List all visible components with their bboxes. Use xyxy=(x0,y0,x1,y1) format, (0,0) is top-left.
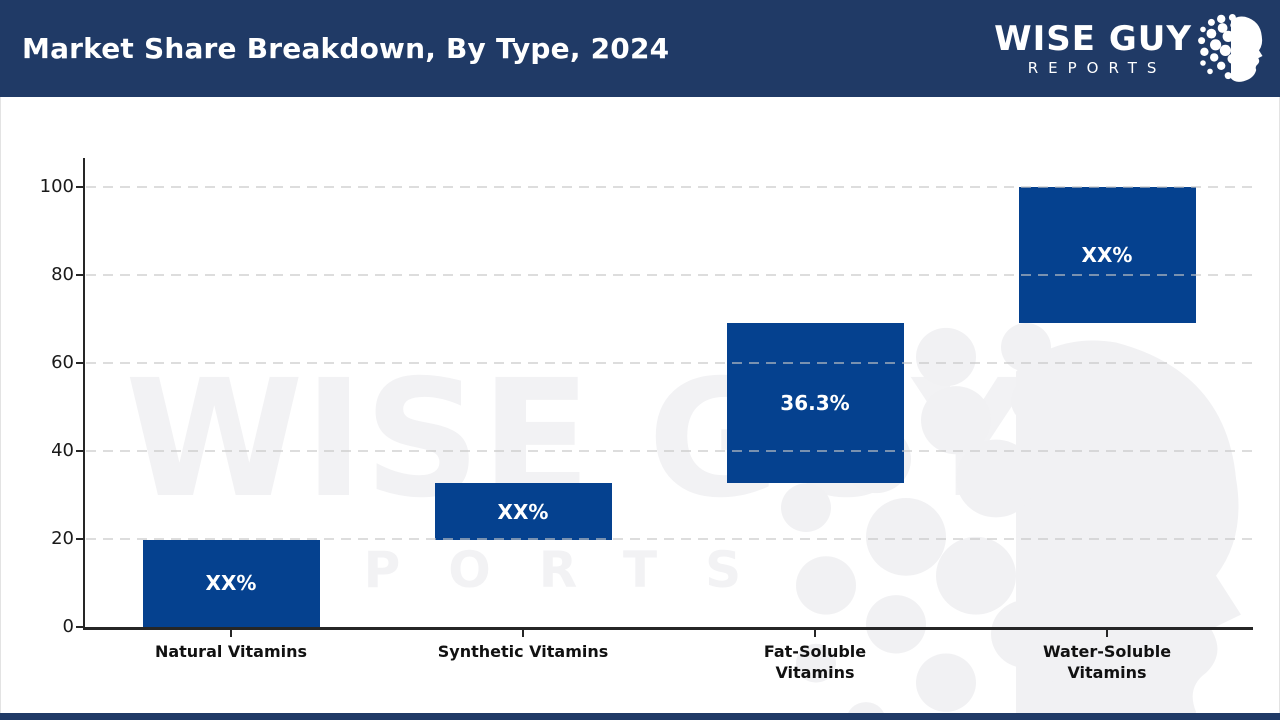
gridline xyxy=(86,274,1252,276)
logo-name: WISE GUY xyxy=(994,18,1192,59)
y-tick-label: 40 xyxy=(51,440,74,461)
bar xyxy=(142,539,320,627)
y-tick-mark xyxy=(76,538,84,540)
gridline xyxy=(86,538,1252,540)
x-category-label: Fat-Soluble Vitamins xyxy=(763,642,867,682)
x-category-label: Synthetic Vitamins xyxy=(437,642,609,661)
bar-value-label: XX% xyxy=(497,499,549,524)
footer-bar xyxy=(0,713,1280,720)
y-tick-mark xyxy=(76,186,84,188)
y-tick-mark xyxy=(76,274,84,276)
logo-face-icon xyxy=(1198,13,1263,82)
gridline xyxy=(86,186,1252,188)
header-bar: Market Share Breakdown, By Type, 2024 WI… xyxy=(0,0,1280,97)
brand-logo: WISE GUY REPORTS xyxy=(994,10,1280,88)
bar xyxy=(1018,187,1196,324)
y-tick-mark xyxy=(76,450,84,452)
bar xyxy=(726,323,904,484)
x-tick-mark xyxy=(230,629,232,637)
bar xyxy=(434,483,612,540)
bar-value-label: XX% xyxy=(205,571,257,596)
x-tick-mark xyxy=(1106,629,1108,637)
logo-wordmark: WISE GUY REPORTS xyxy=(994,22,1192,76)
y-tick-label: 0 xyxy=(62,616,74,637)
x-tick-mark xyxy=(814,629,816,637)
y-tick-label: 20 xyxy=(51,528,74,549)
x-category-label: Water-Soluble Vitamins xyxy=(1042,642,1172,682)
y-axis-line xyxy=(83,158,85,630)
y-tick-label: 80 xyxy=(51,264,74,285)
x-axis-line xyxy=(83,627,1253,630)
left-border xyxy=(0,97,1,713)
logo-tagline: REPORTS xyxy=(1027,58,1167,77)
x-category-label: Natural Vitamins xyxy=(154,642,308,661)
bar-value-label: 36.3% xyxy=(780,391,850,416)
gridline xyxy=(86,450,1252,452)
bar-value-label: XX% xyxy=(1081,243,1133,268)
gridline xyxy=(86,362,1252,364)
chart-title: Market Share Breakdown, By Type, 2024 xyxy=(22,32,670,65)
y-tick-label: 100 xyxy=(39,176,74,197)
x-tick-mark xyxy=(522,629,524,637)
y-tick-label: 60 xyxy=(51,352,74,373)
y-tick-mark xyxy=(76,362,84,364)
y-tick-mark xyxy=(76,626,84,628)
